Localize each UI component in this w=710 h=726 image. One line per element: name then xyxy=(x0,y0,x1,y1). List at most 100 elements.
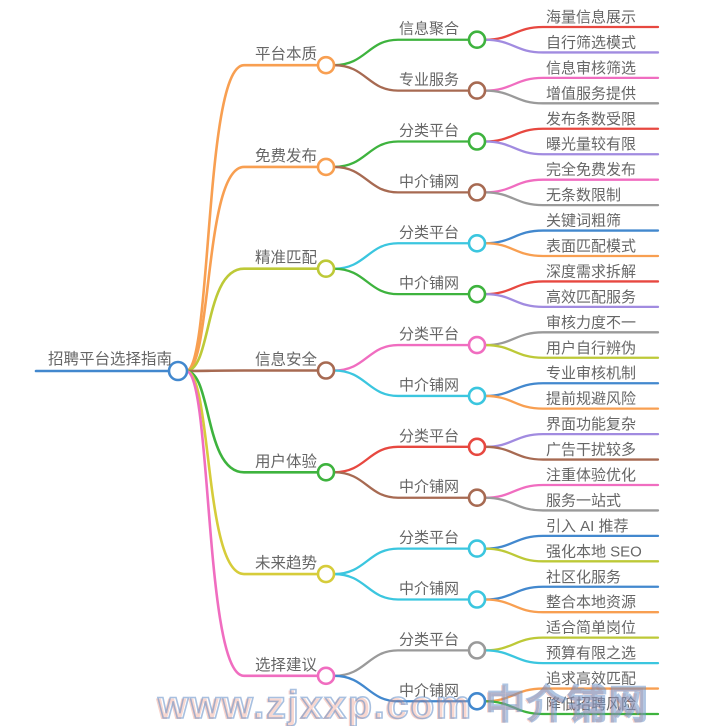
leaf-label[interactable]: 自行筛选模式 xyxy=(546,34,636,51)
leaf-connector xyxy=(483,191,660,207)
leaf-label[interactable]: 曝光量较有限 xyxy=(546,135,636,153)
leaf-label[interactable]: 降低招聘风险 xyxy=(546,696,636,713)
branch-node[interactable] xyxy=(316,462,336,482)
leaf-label[interactable]: 整合本地资源 xyxy=(546,594,636,611)
subbranch-node[interactable] xyxy=(467,81,487,100)
subbranch-label[interactable]: 分类平台 xyxy=(399,428,459,445)
leaf-label[interactable]: 高效匹配服务 xyxy=(546,289,636,306)
leaf-connector xyxy=(483,649,660,665)
subbranch-label[interactable]: 分类平台 xyxy=(399,631,459,648)
subbranch-connector xyxy=(332,343,471,372)
subbranch-node[interactable] xyxy=(467,233,487,253)
subbranch-node[interactable] xyxy=(467,590,487,609)
branch-node[interactable] xyxy=(316,157,336,177)
subbranch-connector xyxy=(332,649,471,677)
subbranch-label[interactable]: 专业服务 xyxy=(399,72,459,89)
leaf-label[interactable]: 发布条数受限 xyxy=(546,111,636,128)
subbranch-label[interactable]: 中介铺网 xyxy=(399,275,459,292)
leaf-label[interactable]: 专业审核机制 xyxy=(546,365,636,382)
subbranch-label[interactable]: 分类平台 xyxy=(399,224,459,241)
leaf-connector xyxy=(483,598,660,614)
leaf-label[interactable]: 关键词粗筛 xyxy=(546,213,621,230)
subbranch-label[interactable]: 中介铺网 xyxy=(399,682,459,699)
branch-label[interactable]: 免费发布 xyxy=(255,147,317,165)
leaf-label[interactable]: 社区化服务 xyxy=(546,569,621,586)
leaf-label[interactable]: 无条数限制 xyxy=(546,187,621,204)
leaf-connector xyxy=(483,242,660,258)
branch-label[interactable]: 用户体验 xyxy=(255,452,318,470)
branch-node[interactable] xyxy=(316,666,336,686)
subbranch-label[interactable]: 分类平台 xyxy=(399,530,459,547)
branch-node[interactable] xyxy=(316,55,336,75)
subbranch-connector xyxy=(332,140,471,169)
subbranch-label[interactable]: 中介铺网 xyxy=(399,479,459,496)
subbranch-connector xyxy=(332,267,471,296)
subbranch-node[interactable] xyxy=(467,284,487,304)
leaf-connector xyxy=(483,496,660,512)
branch-label[interactable]: 信息安全 xyxy=(255,350,318,368)
leaf-label[interactable]: 广告干扰较多 xyxy=(546,441,636,459)
subbranch-connector xyxy=(332,38,471,67)
subbranch-node[interactable] xyxy=(467,437,487,457)
subbranch-connector xyxy=(332,165,471,194)
leaf-label[interactable]: 注重体验优化 xyxy=(546,467,636,484)
leaf-label[interactable]: 服务一站式 xyxy=(546,492,621,509)
subbranch-connector xyxy=(332,64,471,92)
leaf-connector xyxy=(483,394,660,410)
subbranch-label[interactable]: 分类平台 xyxy=(399,326,459,343)
subbranch-label[interactable]: 中介铺网 xyxy=(399,580,459,597)
leaf-label[interactable]: 适合简单岗位 xyxy=(546,620,636,637)
branch-label[interactable]: 未来趋势 xyxy=(255,554,317,572)
leaf-label[interactable]: 审核力度不一 xyxy=(546,314,636,331)
subbranch-label[interactable]: 信息聚合 xyxy=(399,21,459,38)
subbranch-node[interactable] xyxy=(467,386,487,406)
subbranch-node[interactable] xyxy=(467,335,487,355)
subbranch-node[interactable] xyxy=(467,539,487,558)
subbranch-label[interactable]: 分类平台 xyxy=(399,122,459,139)
subbranch-node[interactable] xyxy=(467,691,487,711)
leaf-label[interactable]: 深度需求拆解 xyxy=(546,263,636,280)
leaf-connector xyxy=(483,343,660,359)
subbranch-label[interactable]: 中介铺网 xyxy=(399,377,459,394)
branch-connector xyxy=(184,369,320,474)
branch-connector xyxy=(184,63,320,373)
leaf-label[interactable]: 提前规避风险 xyxy=(546,391,636,408)
leaf-connector xyxy=(483,547,660,563)
branch-node[interactable] xyxy=(316,361,336,380)
leaf-label[interactable]: 追求高效匹配 xyxy=(546,671,636,688)
leaf-label[interactable]: 信息审核筛选 xyxy=(546,60,636,77)
subbranch-connector xyxy=(332,471,471,499)
leaf-label[interactable]: 完全免费发布 xyxy=(546,161,636,179)
leaf-connector xyxy=(483,140,660,156)
subbranch-connector xyxy=(332,445,471,474)
branch-connector xyxy=(184,369,320,373)
leaf-label[interactable]: 界面功能复杂 xyxy=(546,415,636,433)
branch-connector xyxy=(184,165,320,373)
subbranch-connector xyxy=(332,674,471,703)
leaf-label[interactable]: 预算有限之选 xyxy=(546,644,636,662)
leaf-label[interactable]: 增值服务提供 xyxy=(546,85,636,102)
leaf-label[interactable]: 引入 AI 推荐 xyxy=(546,518,629,535)
leaf-label[interactable]: 用户自行辨伪 xyxy=(546,340,636,357)
branch-node[interactable] xyxy=(316,259,336,279)
branch-label[interactable]: 平台本质 xyxy=(255,45,317,63)
subbranch-node[interactable] xyxy=(467,183,487,202)
leaf-label[interactable]: 海量信息展示 xyxy=(546,9,636,26)
subbranch-label[interactable]: 中介铺网 xyxy=(399,173,459,190)
root-label[interactable]: 招聘平台选择指南 xyxy=(48,350,172,368)
branch-connector xyxy=(184,369,320,576)
subbranch-node[interactable] xyxy=(467,30,487,50)
leaf-label[interactable]: 强化本地 SEO xyxy=(546,543,642,560)
subbranch-node[interactable] xyxy=(467,132,487,151)
subbranch-connector xyxy=(332,572,471,601)
subbranch-connector xyxy=(332,369,471,398)
leaf-label[interactable]: 表面匹配模式 xyxy=(546,238,636,255)
root-node[interactable] xyxy=(167,360,189,382)
branch-connector xyxy=(184,267,320,373)
branch-label[interactable]: 选择建议 xyxy=(255,656,318,674)
subbranch-node[interactable] xyxy=(467,641,487,660)
branch-label[interactable]: 精准匹配 xyxy=(255,249,317,267)
branch-node[interactable] xyxy=(316,564,336,584)
subbranch-node[interactable] xyxy=(467,488,487,508)
